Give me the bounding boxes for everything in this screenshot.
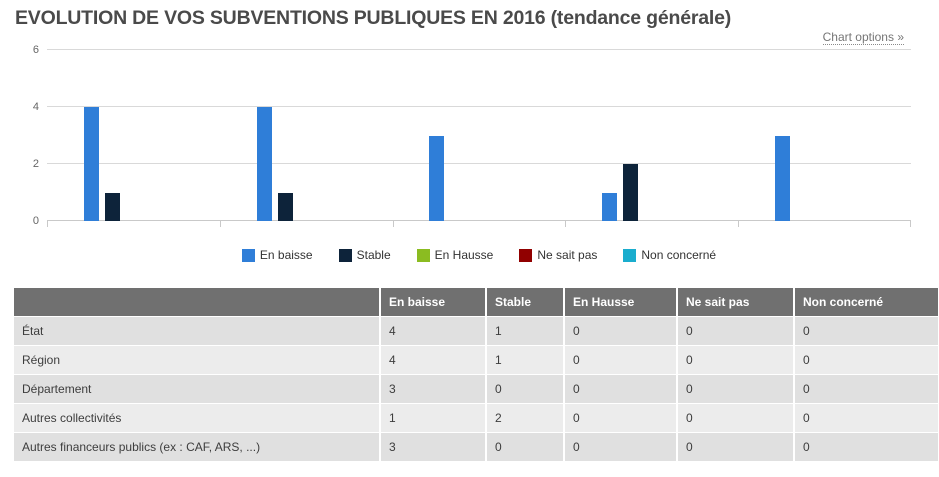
row-label-cell: Région — [14, 345, 380, 375]
table-header-cell: Stable — [485, 288, 564, 317]
value-cell: 1 — [485, 316, 564, 346]
table-row: Autres collectivités 1 2 0 0 0 — [14, 403, 938, 433]
bar — [602, 192, 618, 221]
x-axis-tick — [392, 221, 394, 227]
value-cell: 0 — [563, 403, 677, 433]
legend-swatch — [338, 248, 352, 262]
value-cell: 3 — [379, 432, 486, 461]
plot-area: 0 2 4 6 — [33, 44, 911, 227]
bar — [277, 192, 293, 221]
value-cell: 0 — [793, 432, 938, 461]
page-title: EVOLUTION DE VOS SUBVENTIONS PUBLIQUES E… — [15, 7, 732, 29]
legend-item[interactable]: Non concerné — [623, 248, 716, 262]
table-header-cell — [14, 288, 380, 317]
x-axis-tick — [910, 221, 911, 227]
value-cell: 0 — [676, 345, 794, 375]
legend-item[interactable]: En baisse — [241, 248, 313, 262]
legend-label: En Hausse — [434, 248, 494, 262]
row-label-cell: État — [14, 316, 380, 346]
legend-label: En baisse — [259, 248, 313, 262]
y-axis-label: 4 — [32, 101, 39, 113]
value-cell: 0 — [793, 374, 938, 404]
y-axis-label: 6 — [32, 44, 39, 56]
bar — [256, 107, 272, 221]
legend-swatch — [519, 248, 533, 262]
table-header-cell: Ne sait pas — [676, 288, 794, 317]
bar-group — [393, 50, 566, 221]
row-label-cell: Département — [14, 374, 380, 404]
bar — [429, 135, 445, 221]
bar — [104, 192, 120, 221]
legend-item[interactable]: En Hausse — [416, 248, 494, 262]
value-cell: 0 — [793, 345, 938, 375]
table-row: Département 3 0 0 0 0 — [14, 374, 938, 404]
table-header-row: En baisse Stable En Hausse Ne sait pas Non c… — [14, 288, 938, 317]
value-cell: 3 — [379, 374, 486, 404]
value-cell: 0 — [793, 316, 938, 346]
bar — [775, 135, 791, 221]
bar-group — [565, 50, 738, 221]
legend-label: Ne sait pas — [537, 248, 598, 262]
table-row: Autres financeurs publics (ex : CAF, ARS… — [14, 432, 938, 461]
row-label-cell: Autres financeurs publics (ex : CAF, ARS… — [14, 432, 380, 461]
value-cell: 0 — [563, 374, 677, 404]
bar — [623, 164, 639, 221]
table-header-cell: En Hausse — [563, 288, 677, 317]
y-axis-label: 0 — [32, 215, 39, 227]
bar-group — [220, 50, 393, 221]
bar-group — [738, 50, 911, 221]
value-cell: 0 — [563, 345, 677, 375]
chart-legend: En baisse Stable En Hausse Ne sait pas Non c… — [47, 248, 911, 262]
chart-options-link[interactable]: Chart options » — [822, 30, 904, 45]
value-cell: 0 — [676, 403, 794, 433]
x-axis-tick — [219, 221, 221, 227]
legend-item[interactable]: Stable — [338, 248, 391, 262]
table-row: Région 4 1 0 0 0 — [14, 345, 938, 375]
bar — [83, 107, 99, 221]
gridline — [47, 49, 911, 50]
value-cell: 4 — [379, 316, 486, 346]
legend-label: Stable — [356, 248, 391, 262]
value-cell: 0 — [676, 374, 794, 404]
x-axis-tick — [565, 221, 567, 227]
value-cell: 0 — [563, 316, 677, 346]
chart-options-row: Chart options » — [0, 29, 904, 46]
x-axis-tick — [47, 221, 48, 227]
table-header-cell: Non concerné — [793, 288, 938, 317]
bar-group — [47, 50, 220, 221]
value-cell: 0 — [485, 432, 564, 461]
value-cell: 0 — [676, 432, 794, 461]
row-label-cell: Autres collectivités — [14, 403, 380, 433]
bar-groups — [47, 50, 911, 221]
value-cell: 1 — [379, 403, 486, 433]
legend-swatch — [416, 248, 430, 262]
value-cell: 1 — [485, 345, 564, 375]
legend-label: Non concerné — [641, 248, 717, 262]
value-cell: 0 — [563, 432, 677, 461]
value-cell: 0 — [485, 374, 564, 404]
gridline — [47, 106, 911, 107]
table-row: État 4 1 0 0 0 — [14, 316, 938, 346]
y-axis-label: 2 — [32, 158, 39, 170]
x-axis-tick — [738, 221, 740, 227]
value-cell: 2 — [485, 403, 564, 433]
value-cell: 0 — [793, 403, 938, 433]
value-cell: 0 — [676, 316, 794, 346]
bar-chart: 0 2 4 6 En baisse Stable En Hausse Ne sait pas… — [33, 44, 911, 262]
value-cell: 4 — [379, 345, 486, 375]
legend-swatch — [241, 248, 255, 262]
table-header-cell: En baisse — [379, 288, 486, 317]
legend-swatch — [623, 248, 637, 262]
gridline — [47, 220, 911, 221]
legend-item[interactable]: Ne sait pas — [519, 248, 597, 262]
data-table: En baisse Stable En Hausse Ne sait pas Non c… — [14, 288, 938, 461]
gridline — [47, 163, 911, 164]
